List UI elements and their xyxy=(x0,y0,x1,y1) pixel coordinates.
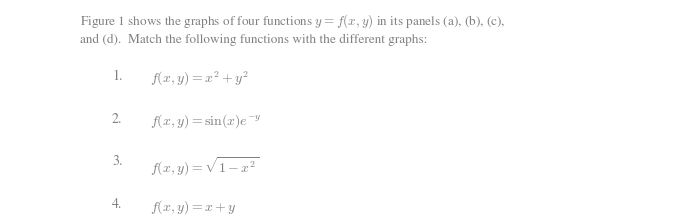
Text: and (d).  Match the following functions with the different graphs:: and (d). Match the following functions w… xyxy=(80,34,428,46)
Text: 1.: 1. xyxy=(112,69,122,83)
Text: 4.: 4. xyxy=(112,198,122,211)
Text: $f(x, y) = x^2 + y^2$: $f(x, y) = x^2 + y^2$ xyxy=(150,69,249,88)
Text: $f(x, y) = \sin(x)e^{-y}$: $f(x, y) = \sin(x)e^{-y}$ xyxy=(150,112,262,130)
Text: 2.: 2. xyxy=(112,112,122,126)
Text: $f(x, y) = \sqrt{1 - x^2}$: $f(x, y) = \sqrt{1 - x^2}$ xyxy=(150,155,260,178)
Text: 3.: 3. xyxy=(112,155,122,169)
Text: Figure 1 shows the graphs of four functions $y = f(x, y)$ in its panels (a), (b): Figure 1 shows the graphs of four functi… xyxy=(80,12,506,30)
Text: $f(x, y) = x + y$: $f(x, y) = x + y$ xyxy=(150,198,237,216)
